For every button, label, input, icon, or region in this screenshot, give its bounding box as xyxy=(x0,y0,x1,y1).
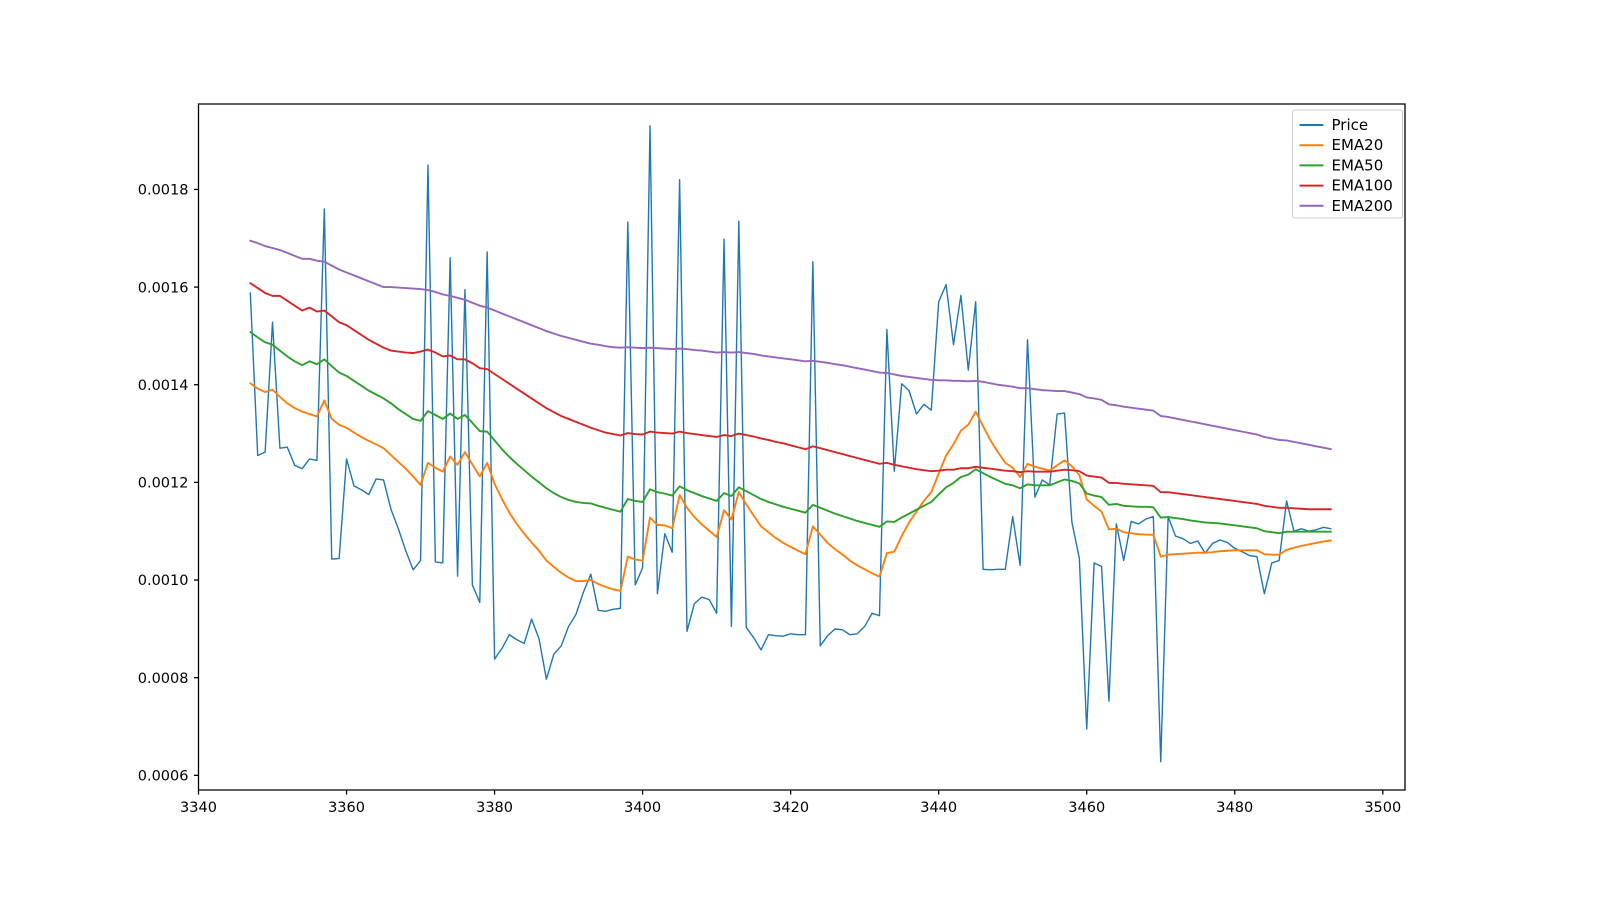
series-line-ema50 xyxy=(249,331,1332,535)
x-tick-label: 3340 xyxy=(180,800,217,816)
series-line-ema100 xyxy=(249,282,1332,511)
x-tick-label: 3380 xyxy=(476,800,513,816)
series-line-ema20 xyxy=(249,382,1332,592)
legend-label-ema100[interactable]: EMA100 xyxy=(1332,177,1393,195)
y-tick-label: 0.0008 xyxy=(138,671,189,687)
y-tick-label: 0.0010 xyxy=(138,573,189,589)
x-tick-label: 3500 xyxy=(1364,800,1401,816)
y-tick-label: 0.0012 xyxy=(138,476,189,492)
legend-label-ema200[interactable]: EMA200 xyxy=(1332,197,1393,215)
data-series-group xyxy=(249,125,1332,763)
legend-label-ema20[interactable]: EMA20 xyxy=(1332,136,1384,154)
chart-legend[interactable]: Price EMA20 EMA50 EMA100 EMA200 xyxy=(1292,109,1403,219)
x-tick-label: 3480 xyxy=(1216,800,1253,816)
y-tick-label: 0.0016 xyxy=(138,280,189,296)
x-tick-label: 3420 xyxy=(772,800,809,816)
y-tick-label: 0.0006 xyxy=(138,769,189,785)
axes-box xyxy=(197,103,1406,791)
legend-label-price[interactable]: Price xyxy=(1332,116,1369,134)
x-tick-label: 3460 xyxy=(1068,800,1105,816)
x-tick-labels: 3340 3360 3380 3400 3420 3440 3460 3480 3500 xyxy=(180,800,1401,816)
y-tick-label: 0.0018 xyxy=(138,183,189,199)
x-tick-label: 3440 xyxy=(920,800,957,816)
series-line-price xyxy=(249,125,1332,763)
legend-label-ema50[interactable]: EMA50 xyxy=(1332,156,1384,174)
y-tick-label: 0.0014 xyxy=(138,378,189,394)
axes-spines xyxy=(197,103,1406,791)
y-tick-marks xyxy=(194,188,199,777)
x-tick-label: 3360 xyxy=(328,800,365,816)
legend-frame xyxy=(1292,109,1403,219)
series-line-ema200 xyxy=(249,239,1332,451)
y-tick-labels: 0.0006 0.0008 0.0010 0.0012 0.0014 0.0016 0.00… xyxy=(138,183,189,785)
x-tick-label: 3400 xyxy=(624,800,661,816)
x-tick-marks xyxy=(197,790,1384,795)
